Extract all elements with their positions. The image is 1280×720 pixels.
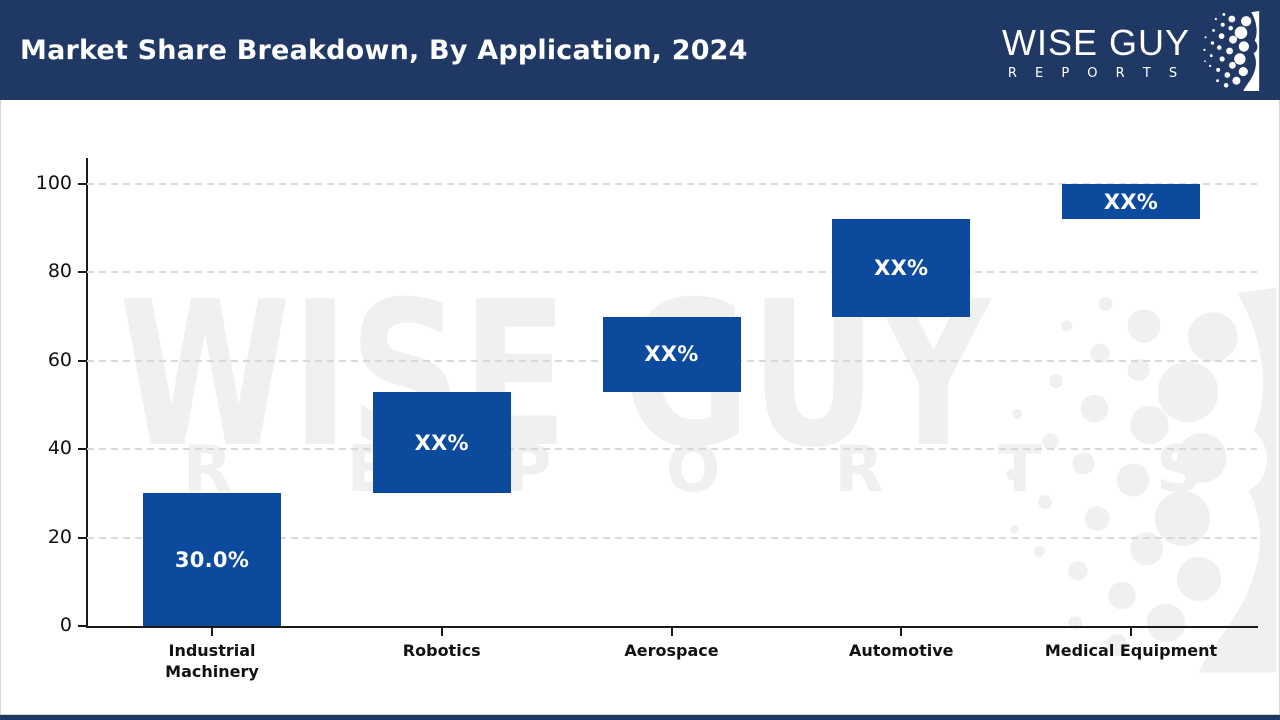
bar-segment: XX%	[602, 316, 741, 392]
y-tick-label: 0	[59, 614, 72, 636]
bar-segment: XX%	[1062, 184, 1200, 220]
bar-value-label: XX%	[644, 342, 699, 367]
logo: WISE GUY R E P O R T S	[1002, 10, 1262, 92]
y-tick-mark	[78, 183, 86, 185]
chart-area: WISE GUY R E P O R T S 0 20 40 60 80 100 30.0%…	[0, 100, 1280, 714]
gridline	[87, 536, 1257, 539]
bar-segment: XX%	[372, 391, 511, 494]
logo-text: WISE GUY R E P O R T S	[1002, 22, 1190, 81]
logo-face-icon	[1188, 11, 1262, 91]
y-axis	[86, 158, 88, 628]
header: Market Share Breakdown, By Application, …	[0, 0, 1280, 100]
x-tick-mark	[670, 628, 673, 636]
figure-border	[0, 714, 1280, 715]
x-tick-mark	[440, 628, 443, 636]
y-tick-label: 100	[35, 172, 72, 194]
logo-subtitle: R E P O R T S	[1007, 65, 1185, 81]
y-tick-mark	[78, 625, 86, 627]
page-title: Market Share Breakdown, By Application, …	[20, 34, 748, 66]
bar-value-label: XX%	[1103, 189, 1159, 214]
y-tick-mark	[78, 359, 86, 362]
y-tick-label: 80	[47, 260, 72, 283]
x-axis	[86, 626, 1258, 628]
y-tick-mark	[78, 536, 86, 539]
bar-value-label: XX%	[414, 430, 469, 455]
gridline	[87, 271, 1257, 274]
gridline	[87, 448, 1257, 451]
x-tick-label: Medical Equipment	[1044, 641, 1218, 660]
watermark-face-icon	[946, 200, 1276, 714]
x-tick-mark	[1130, 628, 1132, 636]
x-tick-mark	[211, 628, 213, 636]
footer-bar	[0, 715, 1280, 720]
bar-segment: 30.0%	[143, 493, 281, 626]
x-tick-label: Automotive	[849, 641, 954, 660]
logo-wordmark: WISE GUY	[1001, 21, 1190, 63]
y-tick-label: 20	[47, 525, 72, 548]
y-tick-mark	[78, 271, 86, 274]
y-tick-label: 40	[47, 437, 72, 460]
x-tick-label: Aerospace	[624, 641, 719, 660]
gridline	[87, 183, 1257, 185]
bar-value-label: 30.0%	[174, 547, 250, 572]
x-tick-label: Industrial Machinery	[165, 641, 259, 681]
y-tick-label: 60	[47, 348, 72, 371]
bar-segment: XX%	[832, 219, 971, 317]
bar-value-label: XX%	[874, 255, 929, 280]
y-tick-mark	[78, 448, 86, 451]
x-tick-label: Robotics	[402, 641, 481, 660]
x-tick-mark	[900, 628, 903, 636]
